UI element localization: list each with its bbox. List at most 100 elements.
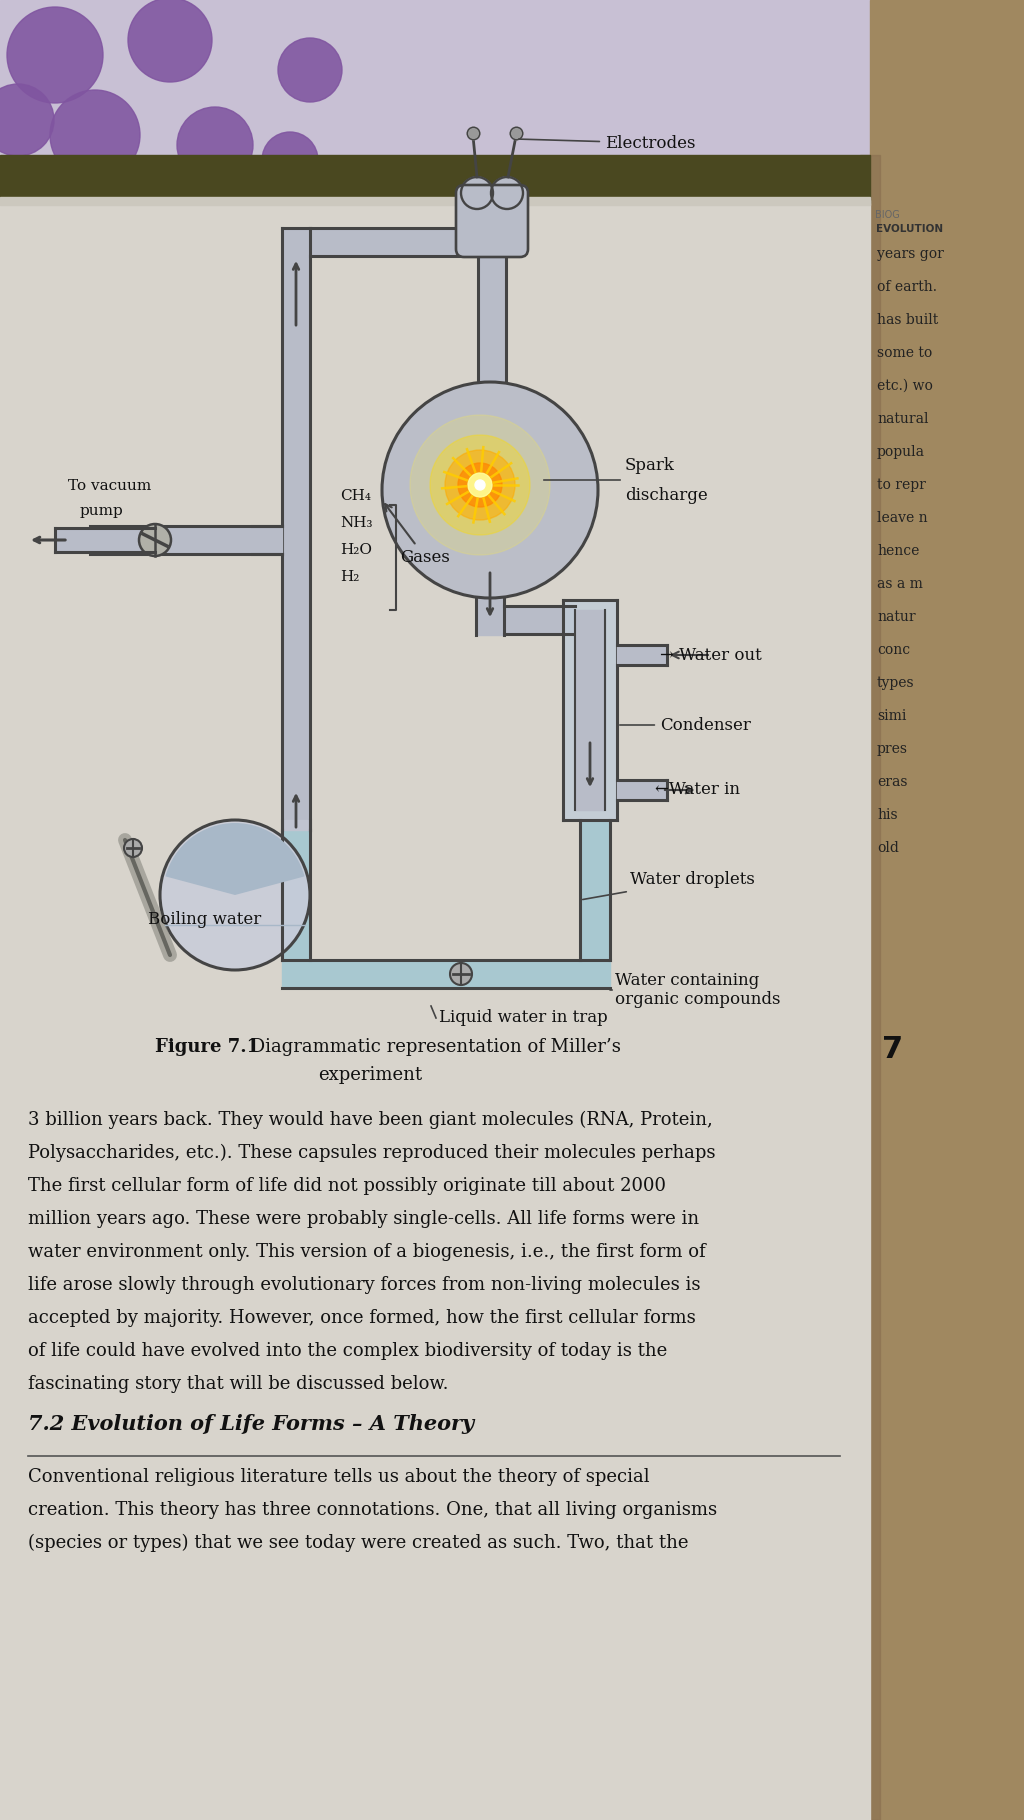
Text: Figure 7.1: Figure 7.1	[155, 1037, 259, 1056]
Bar	[860, 155, 880, 1820]
Circle shape	[430, 435, 530, 535]
Text: hence: hence	[877, 544, 920, 559]
Circle shape	[490, 177, 523, 209]
Circle shape	[450, 963, 472, 985]
Text: Boiling water: Boiling water	[148, 912, 261, 928]
Text: Gases: Gases	[385, 504, 450, 566]
Text: of earth.: of earth.	[877, 280, 937, 295]
Text: Diagrammatic representation of Miller’s: Diagrammatic representation of Miller’s	[245, 1037, 621, 1056]
Text: etc.) wo: etc.) wo	[877, 379, 933, 393]
Circle shape	[160, 821, 310, 970]
Bar	[282, 821, 310, 830]
Text: (species or types) that we see today were created as such. Two, that the: (species or types) that we see today wer…	[28, 1534, 688, 1552]
Text: Water containing
organic compounds: Water containing organic compounds	[610, 972, 780, 1008]
Circle shape	[128, 0, 212, 82]
Text: Conventional religious literature tells us about the theory of special: Conventional religious literature tells …	[28, 1469, 649, 1485]
Circle shape	[50, 89, 140, 180]
Circle shape	[468, 473, 492, 497]
Text: experiment: experiment	[317, 1067, 422, 1085]
Text: popula: popula	[877, 446, 925, 459]
Text: million years ago. These were probably single-cells. All life forms were in: million years ago. These were probably s…	[28, 1210, 699, 1228]
Text: of life could have evolved into the complex biodiversity of today is the: of life could have evolved into the comp…	[28, 1341, 668, 1360]
Text: to repr: to repr	[877, 479, 926, 491]
Bar	[504, 606, 575, 633]
Bar	[310, 228, 478, 257]
Bar	[617, 781, 667, 801]
Text: water environment only. This version of a biogenesis, i.e., the first form of: water environment only. This version of …	[28, 1243, 706, 1261]
FancyBboxPatch shape	[456, 186, 528, 257]
Text: eras: eras	[877, 775, 907, 790]
Text: 7: 7	[882, 1036, 903, 1065]
Text: leave n: leave n	[877, 511, 928, 524]
Circle shape	[0, 84, 54, 157]
Text: natur: natur	[877, 610, 915, 624]
Text: EVOLUTION: EVOLUTION	[876, 224, 943, 235]
Circle shape	[382, 382, 598, 599]
Text: To vacuum: To vacuum	[68, 479, 152, 493]
Text: Polysaccharides, etc.). These capsules reproduced their molecules perhaps: Polysaccharides, etc.). These capsules r…	[28, 1143, 716, 1161]
Wedge shape	[166, 823, 304, 895]
Text: creation. This theory has three connotations. One, that all living organisms: creation. This theory has three connotat…	[28, 1502, 717, 1520]
Bar	[617, 644, 667, 664]
Bar	[580, 821, 610, 959]
Text: pres: pres	[877, 743, 908, 755]
Bar	[282, 830, 310, 959]
Bar	[476, 599, 504, 635]
Text: discharge: discharge	[625, 488, 708, 504]
Text: simi: simi	[877, 710, 906, 723]
Text: accepted by majority. However, once formed, how the first cellular forms: accepted by majority. However, once form…	[28, 1309, 695, 1327]
Bar	[563, 601, 617, 821]
Bar	[0, 155, 870, 204]
Bar	[55, 528, 155, 551]
Circle shape	[124, 839, 142, 857]
Bar	[282, 959, 610, 988]
Text: some to: some to	[877, 346, 932, 360]
Bar	[90, 526, 282, 553]
Text: H₂O: H₂O	[340, 542, 372, 557]
Text: Electrodes: Electrodes	[519, 135, 695, 151]
Bar	[870, 0, 1024, 1820]
Bar	[478, 257, 506, 382]
Circle shape	[7, 7, 103, 104]
Text: Spark: Spark	[625, 457, 675, 473]
Text: H₂: H₂	[340, 570, 359, 584]
Bar	[282, 228, 310, 830]
Text: fascinating story that will be discussed below.: fascinating story that will be discussed…	[28, 1374, 449, 1392]
Text: Condenser: Condenser	[620, 717, 751, 733]
Text: ←Water in: ←Water in	[655, 781, 740, 799]
Bar	[575, 610, 605, 810]
Circle shape	[458, 462, 502, 508]
Bar	[0, 197, 870, 206]
Text: conc: conc	[877, 642, 910, 657]
Polygon shape	[464, 186, 520, 220]
Text: old: old	[877, 841, 899, 855]
Text: pump: pump	[80, 504, 124, 519]
Circle shape	[475, 480, 485, 490]
Text: NH₃: NH₃	[340, 517, 373, 530]
Text: types: types	[877, 675, 914, 690]
Circle shape	[139, 524, 171, 555]
Text: as a m: as a m	[877, 577, 923, 592]
Bar	[252, 526, 282, 553]
Circle shape	[445, 450, 515, 521]
Text: Liquid water in trap: Liquid water in trap	[439, 1010, 608, 1026]
Text: → Water out: → Water out	[660, 646, 762, 664]
Bar	[0, 0, 870, 175]
Text: natural: natural	[877, 411, 929, 426]
Text: years gor: years gor	[877, 248, 944, 260]
Circle shape	[410, 415, 550, 555]
Text: 7.2 Evolution of Life Forms – A Theory: 7.2 Evolution of Life Forms – A Theory	[28, 1414, 474, 1434]
Text: CH₄: CH₄	[340, 490, 371, 502]
Circle shape	[262, 133, 318, 187]
Text: Water droplets: Water droplets	[583, 872, 755, 899]
Text: life arose slowly through evolutionary forces from non-living molecules is: life arose slowly through evolutionary f…	[28, 1276, 700, 1294]
Circle shape	[461, 177, 493, 209]
Bar	[0, 200, 870, 1820]
Text: The first cellular form of life did not possibly originate till about 2000: The first cellular form of life did not …	[28, 1178, 666, 1196]
Text: has built: has built	[877, 313, 938, 328]
Text: 3 billion years back. They would have been giant molecules (RNA, Protein,: 3 billion years back. They would have be…	[28, 1110, 713, 1128]
Circle shape	[177, 107, 253, 184]
Text: his: his	[877, 808, 898, 823]
Text: BIOG: BIOG	[874, 209, 900, 220]
Circle shape	[278, 38, 342, 102]
